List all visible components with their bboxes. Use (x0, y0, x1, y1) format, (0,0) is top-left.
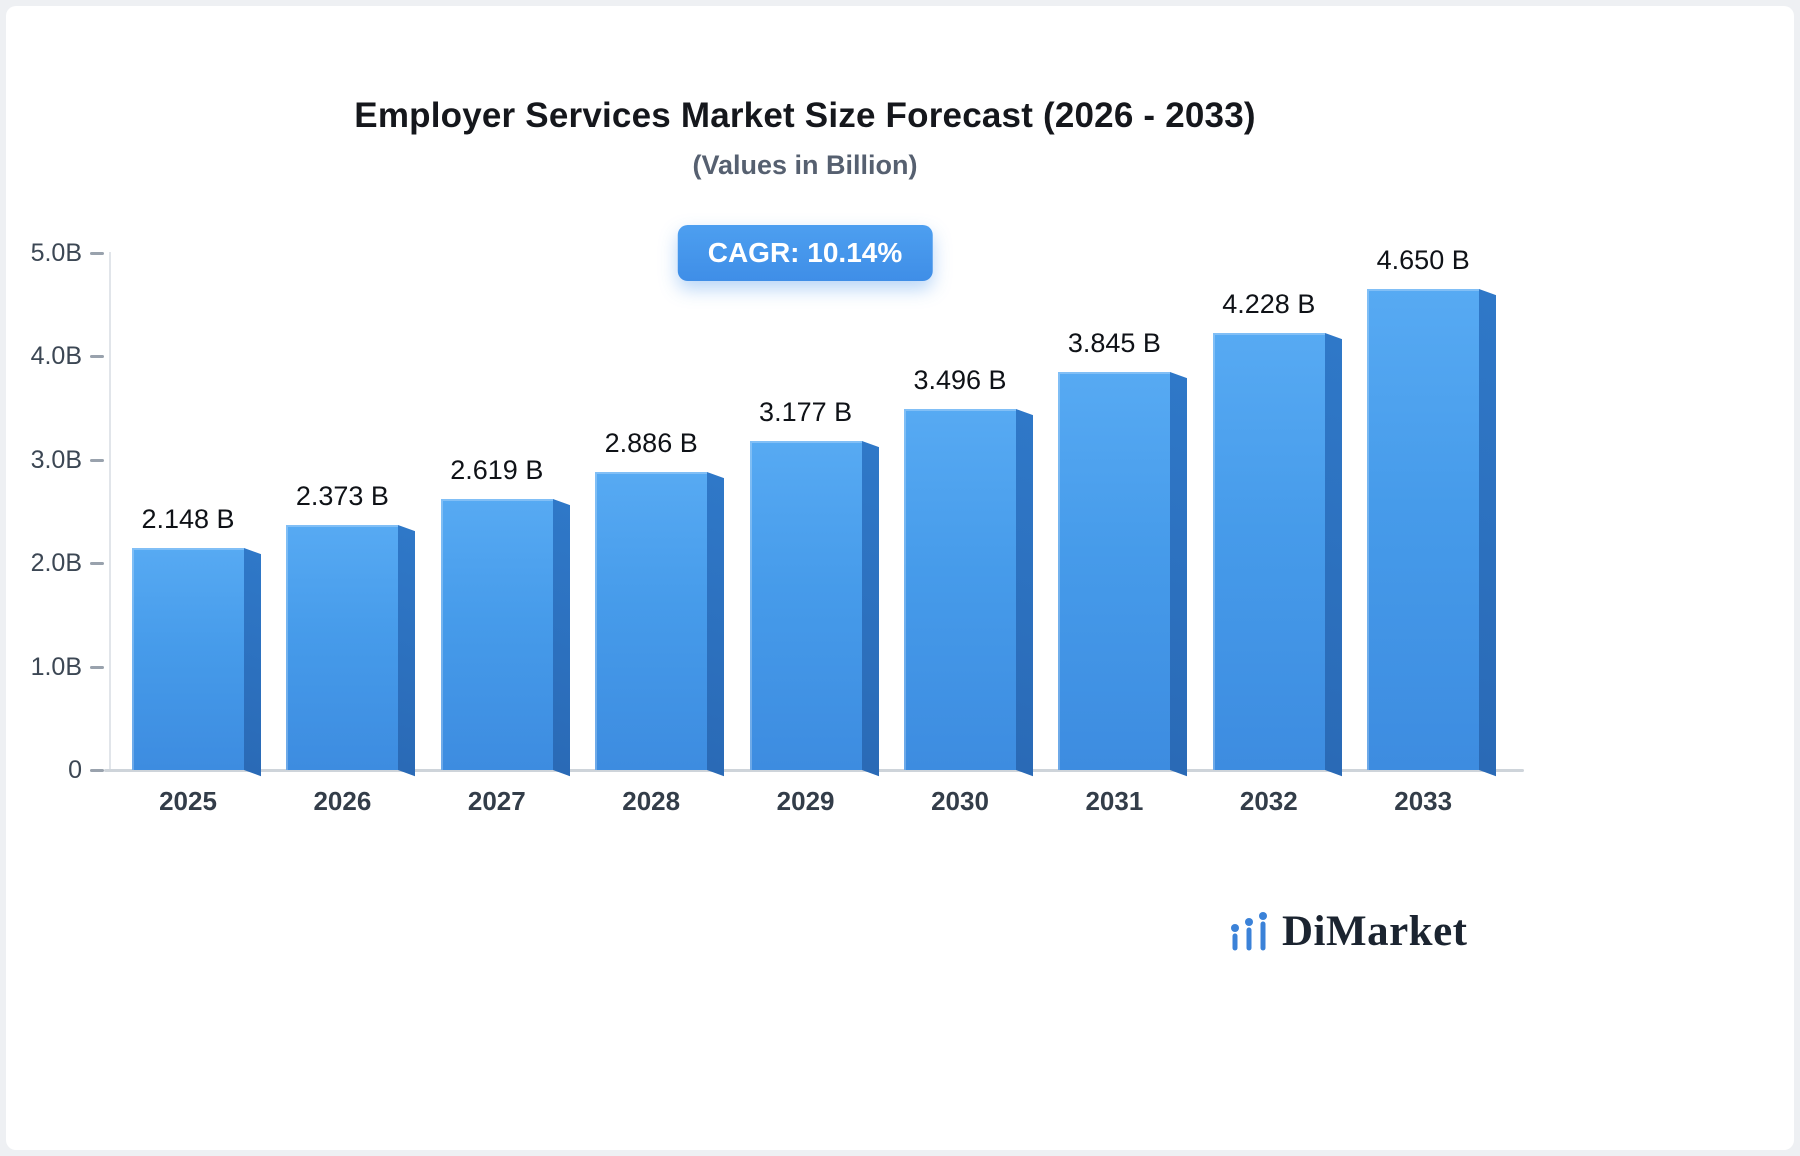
y-tick-label: 3.0B (30, 445, 82, 474)
bar-side-face (398, 524, 416, 777)
bar-side-face (244, 547, 261, 777)
bar-2030 (904, 408, 1033, 777)
dimarket-bars-icon (1226, 906, 1272, 957)
x-axis-line (104, 769, 1524, 772)
y-tick-mark (90, 252, 104, 255)
cagr-badge: CAGR: 10.14% (677, 225, 933, 281)
bar-side-face (1479, 289, 1497, 777)
y-tick-mark (90, 665, 104, 669)
bar-value-label: 2.373 B (295, 480, 389, 511)
y-tick-mark (90, 355, 104, 359)
bar-value-label: 3.496 B (913, 364, 1007, 395)
bar-side-face (707, 471, 725, 777)
bar-2026 (286, 524, 416, 777)
x-tick-label: 2031 (1085, 786, 1144, 816)
bar-value-label: 4.650 B (1376, 245, 1470, 276)
bar-side-face (1170, 372, 1188, 777)
bar-2029 (749, 441, 879, 777)
x-tick-label: 2029 (776, 786, 835, 816)
x-tick-label: 2027 (467, 786, 526, 816)
y-tick-label: 4.0B (30, 342, 82, 371)
bar-2031 (1058, 372, 1188, 777)
x-tick-label: 2025 (159, 786, 217, 816)
bar-value-label: 2.619 B (450, 455, 544, 486)
y-tick-label: 5.0B (30, 239, 82, 267)
y-tick-label: 2.0B (30, 549, 82, 578)
bar-2033 (1367, 289, 1497, 777)
y-tick-label: 1.0B (30, 652, 82, 681)
bar-2025 (132, 547, 261, 777)
y-tick-mark (90, 769, 104, 772)
brand-logo: DiMarket (1226, 900, 1468, 962)
bar-side-face (1324, 332, 1342, 777)
y-tick-label: 0 (68, 756, 82, 784)
chart-title: Employer Services Market Size Forecast (… (354, 96, 1256, 135)
x-tick-label: 2026 (313, 786, 372, 816)
bar-value-label: 2.886 B (604, 427, 698, 458)
bar-side-face (861, 441, 879, 777)
bar-value-label: 3.845 B (1067, 328, 1161, 359)
bar-2032 (1212, 332, 1342, 777)
x-tick-label: 2032 (1239, 786, 1298, 816)
bar-value-label: 3.177 B (759, 397, 853, 428)
y-tick-mark (90, 458, 104, 462)
bar-value-label: 2.148 B (141, 503, 235, 534)
x-tick-label: 2030 (931, 786, 989, 816)
x-tick-label: 2033 (1394, 786, 1453, 816)
bar-2027 (440, 499, 570, 777)
bar-side-face (552, 499, 570, 777)
y-axis-line (109, 252, 111, 770)
bar-2028 (595, 471, 725, 777)
bar-side-face (1016, 408, 1033, 777)
chart-subtitle: (Values in Billion) (692, 150, 918, 180)
brand-name: DiMarket (1282, 907, 1468, 955)
y-tick-mark (90, 562, 104, 566)
bar-value-label: 4.228 B (1222, 288, 1316, 319)
x-tick-label: 2028 (622, 786, 681, 816)
